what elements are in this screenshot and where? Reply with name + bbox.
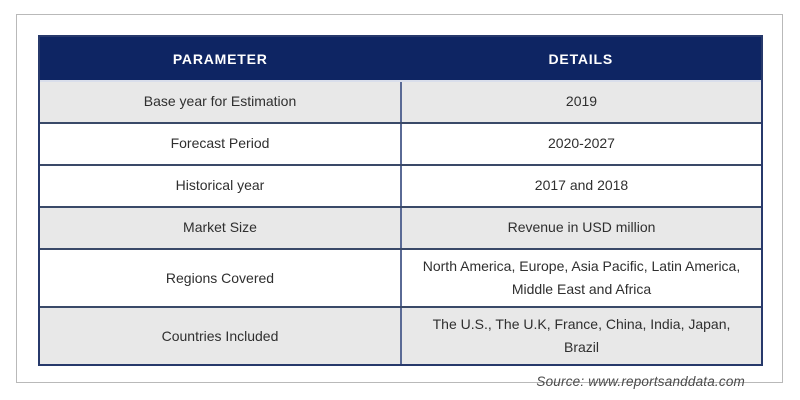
parameter-cell: Market Size xyxy=(40,208,402,248)
details-cell: 2020-2027 xyxy=(548,135,615,152)
details-cell: Revenue in USD million xyxy=(507,219,656,236)
column-header-parameter: PARAMETER xyxy=(172,50,268,67)
content-frame: PARAMETER DETAILS Base year for Estimati… xyxy=(16,14,783,389)
parameter-cell: Base year for Estimation xyxy=(40,82,402,122)
table-row-base-year: Base year for Estimation 2019 xyxy=(40,80,761,122)
column-header-details: DETAILS xyxy=(548,50,613,67)
source-attribution: Source: www.reportsanddata.com xyxy=(536,374,745,389)
details-cell: North America, Europe, Asia Pacific, Lat… xyxy=(422,258,741,298)
table-row-market-size: Market Size Revenue in USD million xyxy=(40,206,761,248)
parameter-cell: Countries Included xyxy=(40,308,402,365)
table-header-row: PARAMETER DETAILS xyxy=(40,37,761,80)
details-cell: 2019 xyxy=(565,93,598,110)
report-scope-table: PARAMETER DETAILS Base year for Estimati… xyxy=(38,35,763,367)
details-cell: The U.S., The U.K, France, China, India,… xyxy=(432,316,731,356)
parameter-cell: Forecast Period xyxy=(40,124,402,164)
parameter-cell: Regions Covered xyxy=(40,250,402,307)
details-cell: 2017 and 2018 xyxy=(534,177,629,194)
parameter-cell: Historical year xyxy=(40,166,402,206)
table-row-forecast-period: Forecast Period 2020-2027 xyxy=(40,122,761,164)
table-row-countries-included: Countries Included The U.S., The U.K, Fr… xyxy=(40,306,761,365)
table-row-regions-covered: Regions Covered North America, Europe, A… xyxy=(40,248,761,307)
table-row-historical-year: Historical year 2017 and 2018 xyxy=(40,164,761,206)
